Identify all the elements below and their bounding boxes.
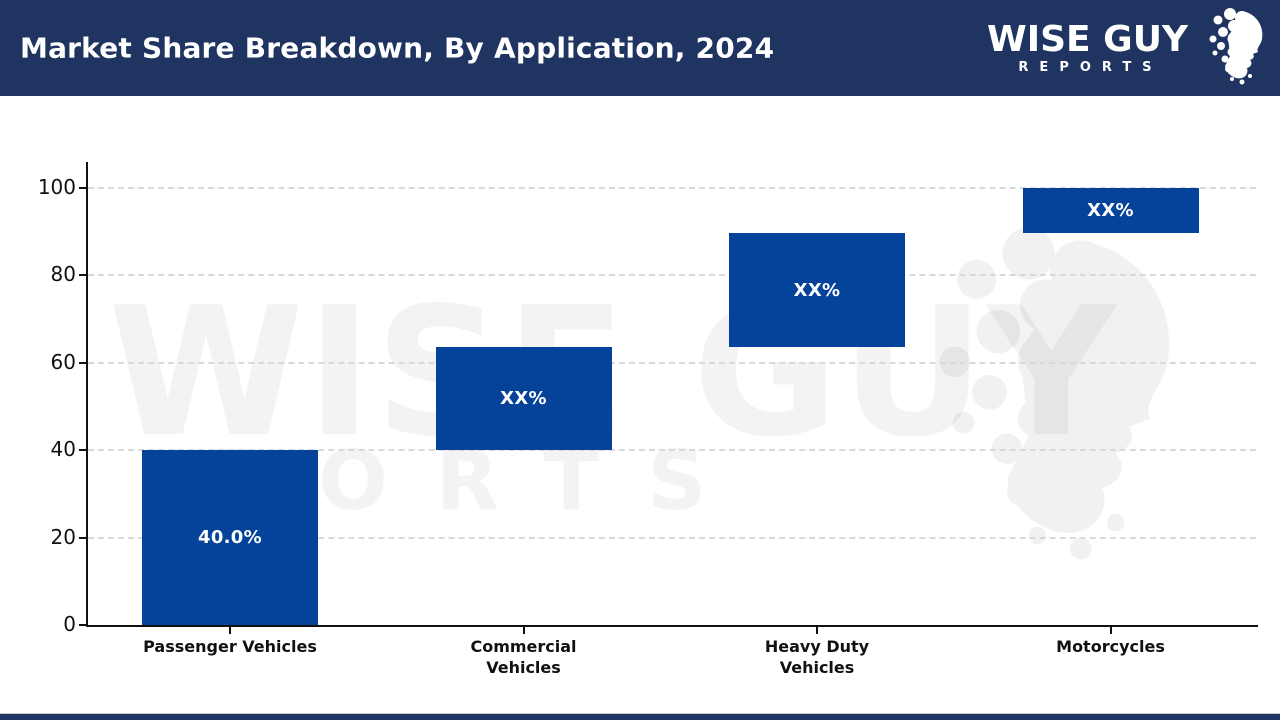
y-tick-label: 20 (50, 524, 76, 549)
y-tick-label: 0 (63, 612, 76, 636)
x-tick-mark (522, 627, 525, 634)
x-category-label: Motorcycles (1056, 637, 1165, 656)
x-tick-mark (1109, 627, 1112, 634)
gridline (88, 361, 1256, 364)
x-tick-mark (816, 627, 818, 634)
bar-value-label: XX% (1087, 199, 1134, 221)
dotted-head-icon (1209, 8, 1263, 85)
gridline (88, 536, 1256, 539)
header-banner: Market Share Breakdown, By Application, … (0, 0, 1280, 96)
gridline (88, 186, 1256, 189)
brand-name: WISE GUY (986, 18, 1188, 60)
brand-logo: WISE GUY REPORTS (987, 6, 1266, 90)
y-tick-label: 80 (50, 262, 76, 286)
y-tick-label: 100 (37, 174, 76, 199)
y-axis-line (86, 162, 88, 627)
chart-title: Market Share Breakdown, By Application, … (20, 31, 775, 65)
bar-3: XX% (729, 233, 905, 348)
y-tick-mark (79, 186, 86, 189)
y-tick-mark (79, 624, 86, 626)
bar-value-label: XX% (500, 388, 547, 410)
watermark-text: WISE GUY (108, 284, 1118, 462)
bar-1: 40.0% (142, 450, 318, 625)
y-tick-mark (79, 274, 86, 276)
x-tick-mark (229, 627, 231, 634)
gridline (88, 274, 1256, 276)
y-tick-mark (79, 361, 86, 364)
brand-subname: REPORTS (1018, 60, 1163, 76)
bar-value-label: XX% (793, 279, 841, 301)
brand-logo-text: WISE GUY REPORTS (986, 18, 1188, 76)
gridline (88, 449, 1256, 451)
y-tick-mark (79, 449, 86, 451)
bar-2: XX% (435, 347, 612, 450)
y-tick-label: 40 (50, 437, 76, 461)
bar-value-label: 40.0% (198, 527, 262, 548)
bar-4: XX% (1022, 187, 1199, 234)
x-category-label: Heavy Duty Vehicles (764, 637, 870, 677)
y-tick-mark (79, 536, 86, 539)
y-tick-label: 60 (50, 349, 76, 374)
watermark-head-icon (939, 227, 1170, 560)
x-axis-line (86, 625, 1258, 627)
x-category-label: Commercial Vehicles (470, 637, 577, 677)
footer-strip (0, 713, 1280, 720)
x-category-label: Passenger Vehicles (143, 637, 317, 656)
